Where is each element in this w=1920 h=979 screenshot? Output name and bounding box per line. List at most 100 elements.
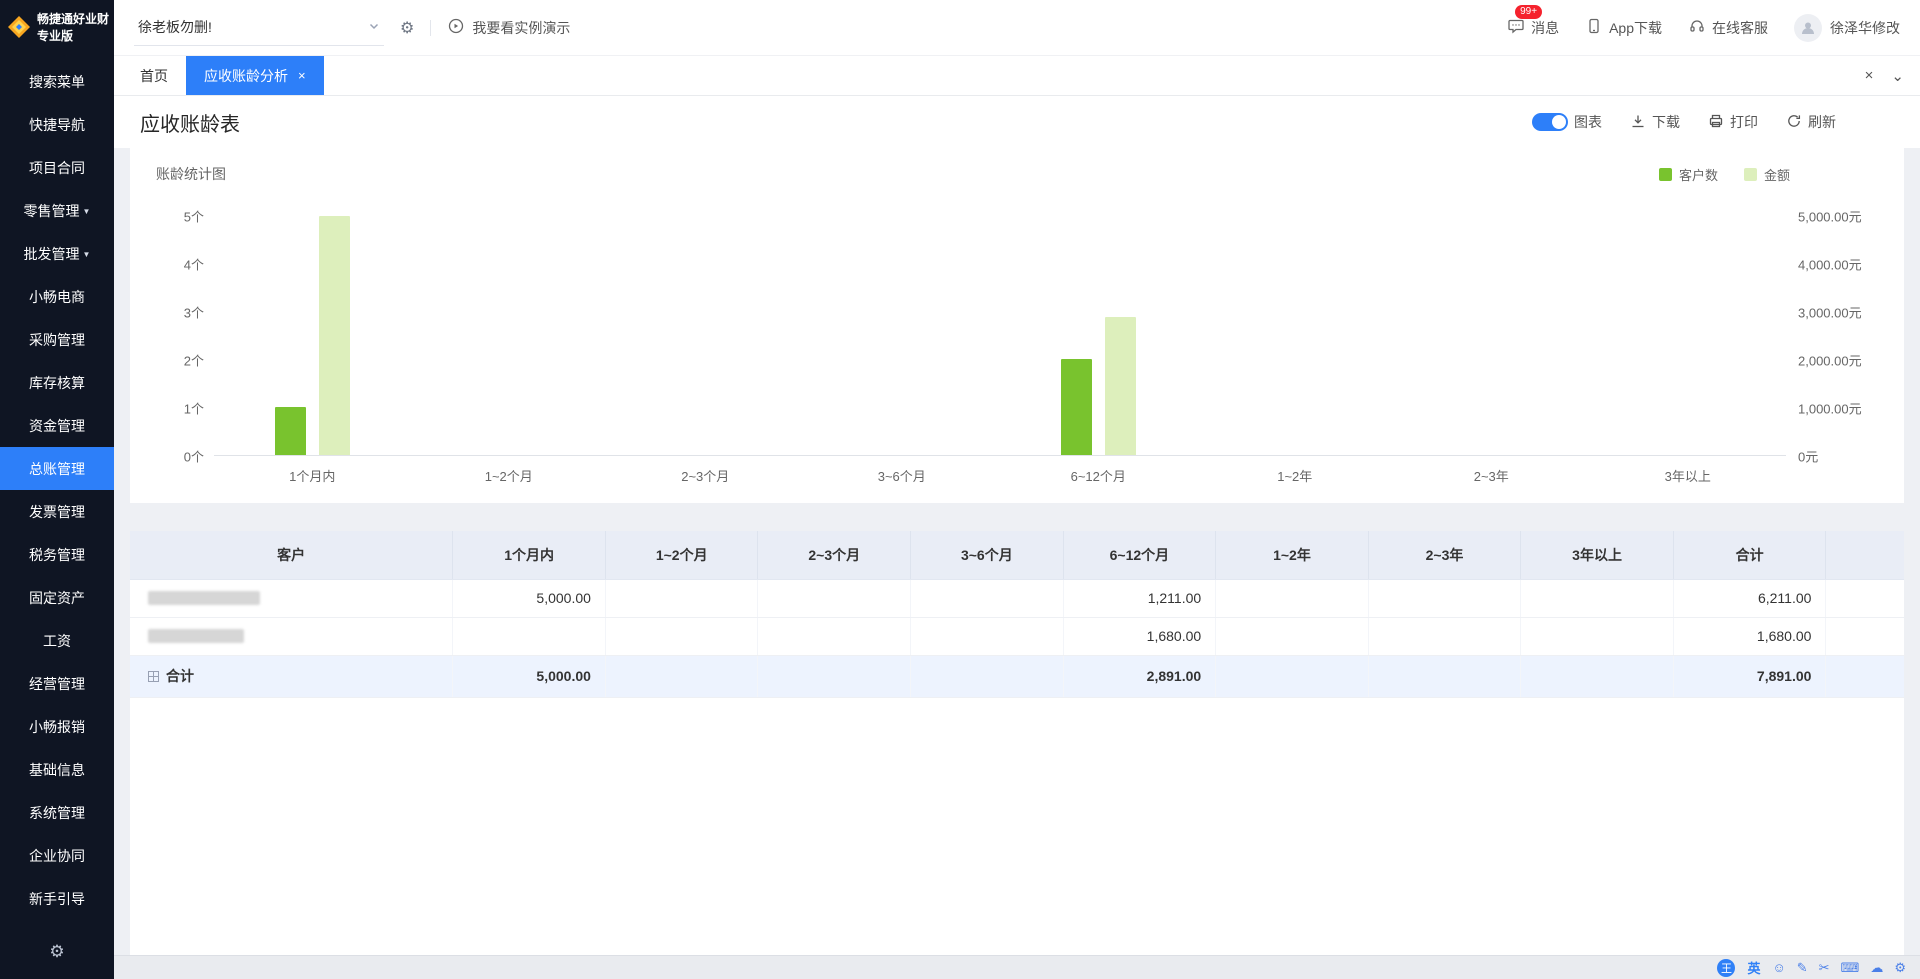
download-button[interactable]: 下载 xyxy=(1630,112,1680,132)
sidebar-item-发票管理[interactable]: 发票管理 xyxy=(0,490,114,533)
emoji-icon[interactable]: ☺ xyxy=(1772,960,1786,975)
value-cell xyxy=(1368,617,1522,656)
sidebar-item-总账管理[interactable]: 总账管理 xyxy=(0,447,114,490)
chart-category-label: 2~3年 xyxy=(1473,469,1509,484)
sidebar-item-项目合同[interactable]: 项目合同 xyxy=(0,146,114,189)
sidebar: 畅捷通好业财 专业版 搜索菜单 快捷导航 项目合同 零售管理 ▼ 批发管理 ▼ 小畅电商 采购管… xyxy=(0,0,114,979)
legend-swatch xyxy=(1743,167,1757,181)
sidebar-item-库存核算[interactable]: 库存核算 xyxy=(0,361,114,404)
sidebar-settings-icon[interactable]: ⚙ xyxy=(49,942,65,961)
tab-home[interactable]: 首页 xyxy=(122,56,186,95)
chart-toggle[interactable]: 图表 xyxy=(1532,112,1602,132)
axis-tick-label: 0个 xyxy=(183,449,204,465)
sidebar-item-资金管理[interactable]: 资金管理 xyxy=(0,404,114,447)
online-service-button[interactable]: 在线客服 xyxy=(1688,17,1768,38)
table-row[interactable]: 5,000.00 1,211.00 6,211.00 xyxy=(130,579,1904,618)
chevron-down-icon xyxy=(368,19,380,35)
cloud-icon[interactable]: ☁ xyxy=(1870,960,1884,975)
axis-tick-label: 2,000.00元 xyxy=(1798,353,1862,369)
close-all-tabs-icon[interactable]: × xyxy=(1864,67,1874,84)
settings-icon[interactable]: ⚙ xyxy=(1894,960,1906,975)
chart-toggle-label: 图表 xyxy=(1574,114,1602,130)
refresh-icon xyxy=(1786,113,1802,132)
column-header: 1~2个月 xyxy=(605,531,759,580)
messages-label: 消息 xyxy=(1531,19,1560,36)
aging-table: 客户 1个月内 1~2个月 2~3个月 3~6个月 6~12个月 1~2年 2~3年 3年以上合… xyxy=(130,531,1904,698)
sidebar-item-企业协同[interactable]: 企业协同 xyxy=(0,834,114,877)
sidebar-item-系统管理[interactable]: 系统管理 xyxy=(0,791,114,834)
demo-link[interactable]: 我要看实例演示 xyxy=(447,17,570,38)
topbar-right: 99+ 消息 App下载 在线客服 xyxy=(1507,5,1900,42)
legend-amount[interactable]: 金额 xyxy=(1743,165,1790,184)
sidebar-item-快捷导航[interactable]: 快捷导航 xyxy=(0,103,114,146)
print-button[interactable]: 打印 xyxy=(1708,112,1758,132)
ime-logo-icon[interactable]: 王 xyxy=(1717,958,1736,977)
brand-logo-icon xyxy=(7,15,31,42)
table-row[interactable]: 1,680.00 1,680.00 xyxy=(130,617,1904,656)
sidebar-item-label: 零售管理 xyxy=(23,202,80,219)
app-download-label: App下载 xyxy=(1609,19,1662,36)
legend-swatch xyxy=(1658,167,1672,181)
value-cell xyxy=(1215,579,1369,618)
sidebar-item-搜索菜单[interactable]: 搜索菜单 xyxy=(0,60,114,103)
column-header: 2~3个月 xyxy=(757,531,912,580)
bar-amount[interactable] xyxy=(318,216,350,455)
close-icon[interactable]: × xyxy=(298,68,306,83)
value-cell xyxy=(605,617,759,656)
total-value-cell xyxy=(1520,655,1674,698)
axis-tick-label: 4个 xyxy=(183,257,204,273)
keyboard-icon[interactable]: ⌨ xyxy=(1840,960,1860,975)
chart-category-label: 2~3个月 xyxy=(681,469,730,484)
user-menu[interactable]: 徐泽华修改 xyxy=(1794,13,1900,42)
value-cell: 6,211.00 xyxy=(1673,579,1827,618)
tab-menu-chevron-icon[interactable]: ⌄ xyxy=(1891,67,1904,85)
sidebar-item-工资[interactable]: 工资 xyxy=(0,619,114,662)
ime-language-toggle[interactable]: 英 xyxy=(1747,961,1761,976)
statusbar: 王 英 ☺ ✎ ✂ ⌨ ☁ ⚙ xyxy=(114,955,1920,979)
scissors-icon[interactable]: ✂ xyxy=(1818,960,1830,975)
page-header: 应收账龄表 图表 下载 打印 xyxy=(114,96,1920,148)
total-label: 合计 xyxy=(166,668,194,684)
value-cell: 1,211.00 xyxy=(1063,579,1217,618)
table-total-row: 合计 5,000.00 2,891.00 7,891.00 xyxy=(130,655,1904,698)
chart-category-label: 3~6个月 xyxy=(877,469,926,484)
sidebar-item-label: 小畅报销 xyxy=(29,718,85,735)
page-title: 应收账龄表 xyxy=(140,113,240,136)
app-download-button[interactable]: App下载 xyxy=(1585,17,1662,38)
axis-tick-label: 3个 xyxy=(183,305,204,321)
brand-name: 畅捷通好业财 xyxy=(37,11,110,26)
company-select[interactable]: 徐老板勿删! xyxy=(134,9,384,46)
bar-amount[interactable] xyxy=(1104,316,1136,455)
gear-icon[interactable]: ⚙ xyxy=(400,19,415,37)
sidebar-item-批发管理[interactable]: 批发管理 ▼ xyxy=(0,232,114,275)
divider xyxy=(430,19,432,36)
refresh-button[interactable]: 刷新 xyxy=(1786,112,1836,132)
tab-aging-analysis[interactable]: 应收账龄分析 × xyxy=(186,56,324,95)
sidebar-item-label: 税务管理 xyxy=(29,546,85,563)
chart-category-slot xyxy=(1000,216,1197,455)
legend-customer-count[interactable]: 客户数 xyxy=(1658,165,1718,184)
sidebar-item-新手引导[interactable]: 新手引导 xyxy=(0,877,114,920)
column-header: 客户 xyxy=(130,531,454,580)
sidebar-item-采购管理[interactable]: 采购管理 xyxy=(0,318,114,361)
sidebar-item-零售管理[interactable]: 零售管理 ▼ xyxy=(0,189,114,232)
sidebar-item-固定资产[interactable]: 固定资产 xyxy=(0,576,114,619)
sidebar-item-小畅报销[interactable]: 小畅报销 xyxy=(0,705,114,748)
grid-icon xyxy=(148,670,159,682)
sidebar-item-税务管理[interactable]: 税务管理 xyxy=(0,533,114,576)
pen-icon[interactable]: ✎ xyxy=(1796,960,1808,975)
tab-aging-label: 应收账龄分析 xyxy=(204,67,288,84)
filler-cell xyxy=(1825,617,1904,656)
sidebar-item-label: 发票管理 xyxy=(29,503,85,520)
messages-button[interactable]: 99+ 消息 xyxy=(1507,5,1560,38)
axis-tick-label: 0元 xyxy=(1798,449,1819,465)
bar-customer-count[interactable] xyxy=(274,407,306,455)
sidebar-item-label: 基础信息 xyxy=(29,761,85,778)
download-icon xyxy=(1630,113,1646,132)
sidebar-item-小畅电商[interactable]: 小畅电商 xyxy=(0,275,114,318)
sidebar-item-基础信息[interactable]: 基础信息 xyxy=(0,748,114,791)
sidebar-item-经营管理[interactable]: 经营管理 xyxy=(0,662,114,705)
column-header: 合计 xyxy=(1673,531,1827,580)
bar-customer-count[interactable] xyxy=(1060,359,1092,455)
toggle-switch[interactable] xyxy=(1532,113,1568,131)
